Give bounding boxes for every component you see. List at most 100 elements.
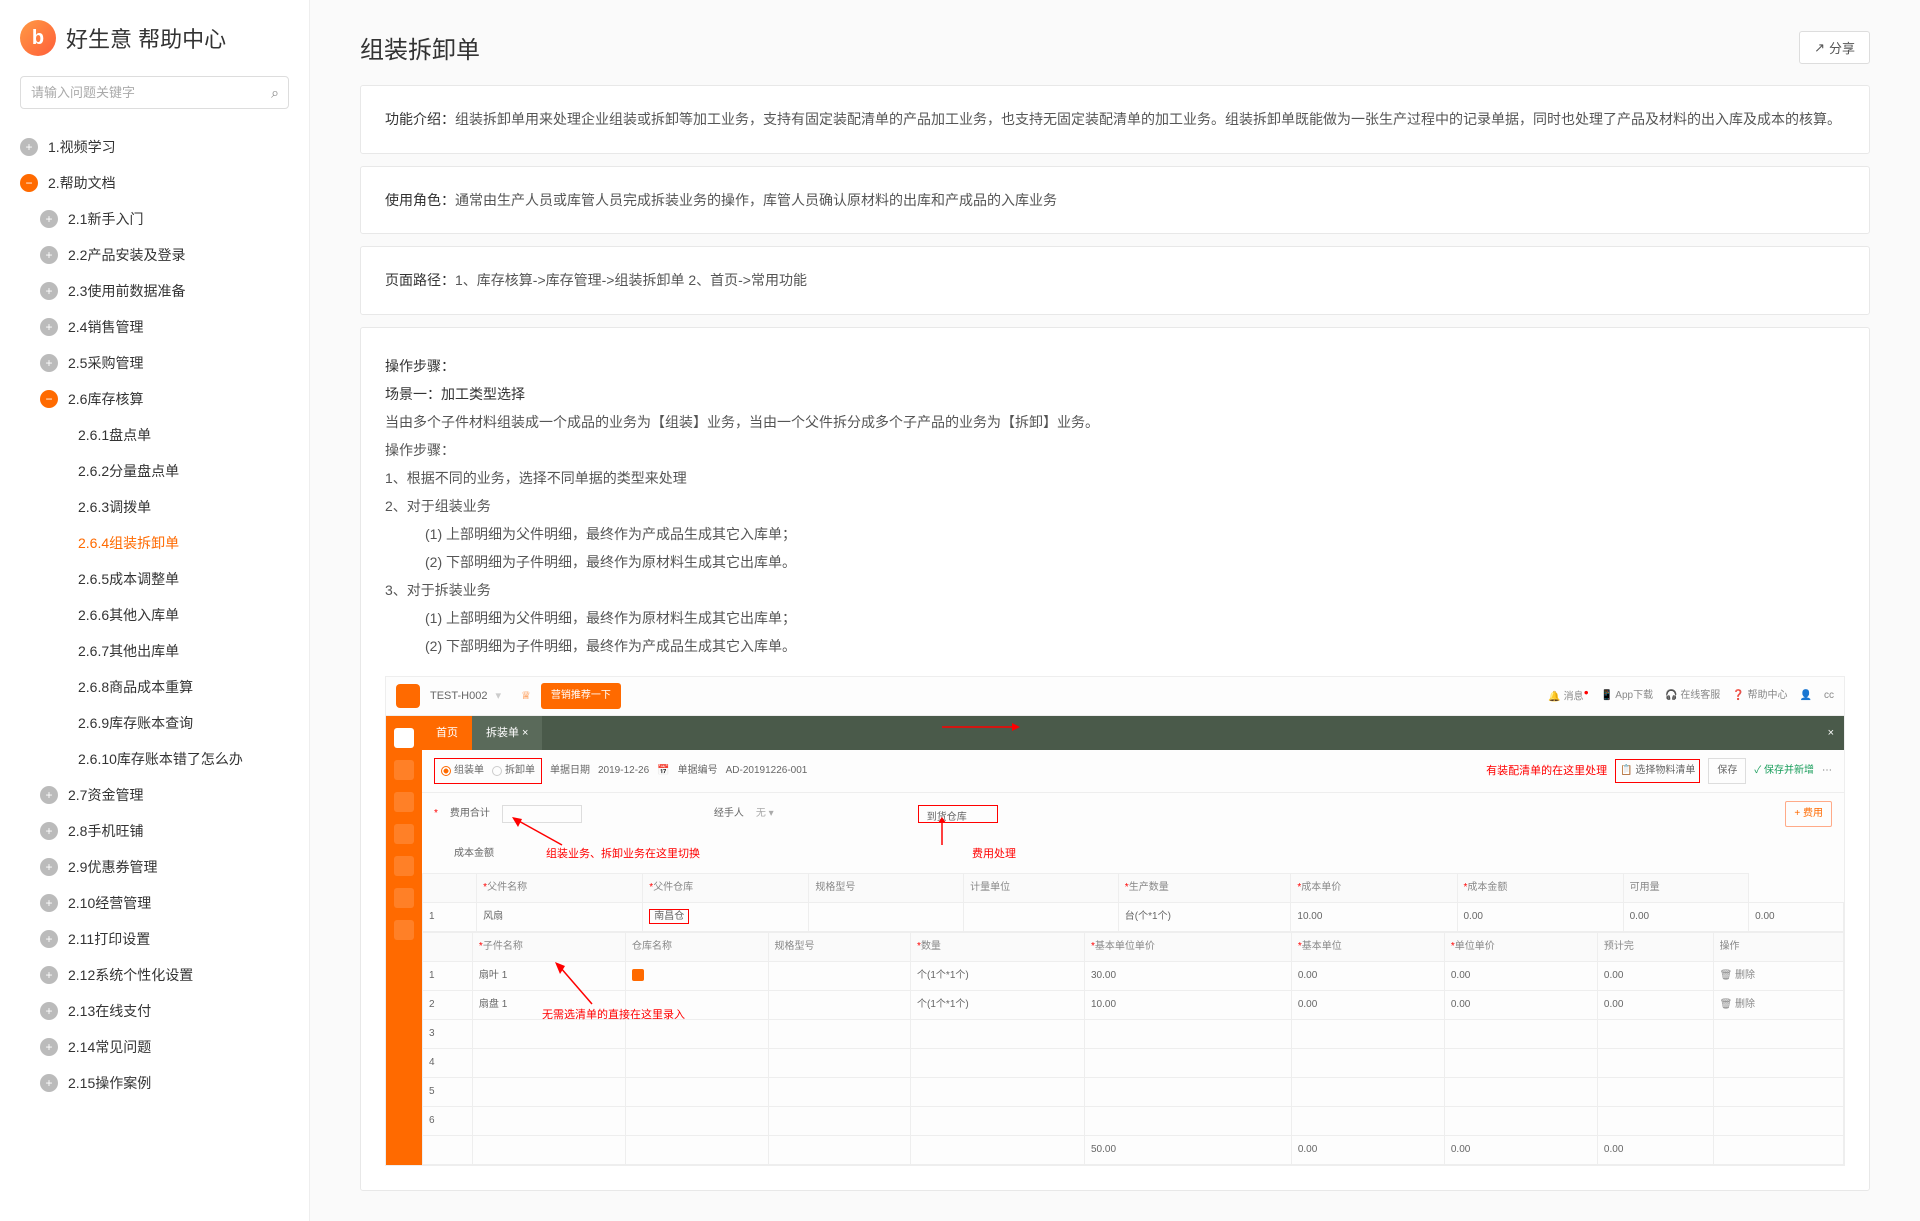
plus-icon[interactable]: + bbox=[40, 1074, 58, 1092]
sidebar-item-label: 2.6.7其他出库单 bbox=[78, 641, 179, 661]
sidebar-item[interactable]: +2.1新手入门 bbox=[20, 201, 289, 237]
plus-icon[interactable]: + bbox=[40, 1038, 58, 1056]
ss-user-name: cc bbox=[1824, 686, 1834, 706]
sidebar-item-label: 2.2产品安装及登录 bbox=[68, 245, 185, 265]
plus-icon[interactable]: + bbox=[40, 786, 58, 804]
ss-avatar-icon[interactable]: 👤 bbox=[1800, 686, 1812, 706]
sidebar-item[interactable]: +2.13在线支付 bbox=[20, 993, 289, 1029]
ss-nav-icon[interactable] bbox=[394, 728, 414, 748]
sidebar-item[interactable]: +2.9优惠券管理 bbox=[20, 849, 289, 885]
sidebar-item[interactable]: 2.6.7其他出库单 bbox=[20, 633, 289, 669]
sidebar-item[interactable]: 2.6.9库存账本查询 bbox=[20, 705, 289, 741]
sidebar-item[interactable]: +2.2产品安装及登录 bbox=[20, 237, 289, 273]
sidebar-item-label: 2.6.1盘点单 bbox=[78, 425, 151, 445]
sidebar-item[interactable]: −2.6库存核算 bbox=[20, 381, 289, 417]
sidebar-item[interactable]: +2.3使用前数据准备 bbox=[20, 273, 289, 309]
search-input[interactable] bbox=[20, 76, 289, 109]
ss-top-link[interactable]: 📱 App下载 bbox=[1601, 686, 1653, 706]
plus-icon[interactable]: + bbox=[40, 282, 58, 300]
ss-fee-input[interactable] bbox=[502, 805, 582, 823]
sidebar-item[interactable]: 2.6.3调拨单 bbox=[20, 489, 289, 525]
sidebar: b 好生意 帮助中心 ⌕ +1.视频学习−2.帮助文档+2.1新手入门+2.2产… bbox=[0, 0, 310, 1221]
sidebar-item[interactable]: +1.视频学习 bbox=[20, 129, 289, 165]
sidebar-item[interactable]: +2.7资金管理 bbox=[20, 777, 289, 813]
plus-icon[interactable]: + bbox=[40, 246, 58, 264]
ss-nav-icon[interactable] bbox=[394, 856, 414, 876]
op3-1: (1) 上部明细为父件明细，最终作为原材料生成其它出库单； bbox=[385, 604, 1845, 632]
ss-save-new-button[interactable]: ✓ 保存并新增 bbox=[1754, 761, 1814, 781]
sidebar-item-label: 1.视频学习 bbox=[48, 137, 116, 157]
sidebar-item[interactable]: +2.14常见问题 bbox=[20, 1029, 289, 1065]
sidebar-item[interactable]: 2.6.2分量盘点单 bbox=[20, 453, 289, 489]
ss-top-link[interactable]: ❓ 帮助中心 bbox=[1732, 686, 1787, 706]
main-content: 组装拆卸单 分享 功能介绍：组装拆卸单用来处理企业组装或拆卸等加工业务，支持有固… bbox=[310, 0, 1920, 1221]
sidebar-item[interactable]: +2.8手机旺铺 bbox=[20, 813, 289, 849]
role-label: 使用角色： bbox=[385, 192, 455, 208]
calendar-icon[interactable]: 📅 bbox=[657, 761, 669, 781]
logo-icon: b bbox=[20, 20, 56, 56]
chevron-down-icon: ▾ bbox=[495, 685, 501, 707]
ss-tab-home[interactable]: 首页 bbox=[422, 716, 472, 750]
sidebar-item[interactable]: 2.6.10库存账本错了怎么办 bbox=[20, 741, 289, 777]
sidebar-item-label: 2.6.5成本调整单 bbox=[78, 569, 179, 589]
sidebar-item[interactable]: +2.15操作案例 bbox=[20, 1065, 289, 1101]
sidebar-item[interactable]: 2.6.4组装拆卸单 bbox=[20, 525, 289, 561]
share-button[interactable]: 分享 bbox=[1799, 31, 1870, 64]
minus-icon[interactable]: − bbox=[40, 390, 58, 408]
plus-icon[interactable]: + bbox=[40, 210, 58, 228]
sidebar-item-label: 2.6.6其他入库单 bbox=[78, 605, 179, 625]
op3-2: (2) 下部明细为子件明细，最终作为产成品生成其它入库单。 bbox=[385, 632, 1845, 660]
embedded-screenshot: TEST-H002 ▾ ♕ 营销推荐一下 🔔 消息● 📱 App下载 🎧 在线客… bbox=[385, 676, 1845, 1166]
sidebar-item[interactable]: +2.11打印设置 bbox=[20, 921, 289, 957]
plus-icon[interactable]: + bbox=[40, 1002, 58, 1020]
sidebar-item[interactable]: +2.12系统个性化设置 bbox=[20, 957, 289, 993]
minus-icon[interactable]: − bbox=[20, 174, 38, 192]
plus-icon[interactable]: + bbox=[40, 930, 58, 948]
sidebar-item[interactable]: +2.10经营管理 bbox=[20, 885, 289, 921]
ss-nav-icon[interactable] bbox=[394, 824, 414, 844]
sidebar-item[interactable]: +2.5采购管理 bbox=[20, 345, 289, 381]
ss-tab-active[interactable]: 拆装单 × bbox=[472, 716, 542, 750]
more-icon[interactable]: ⋯ bbox=[1822, 761, 1832, 781]
sidebar-item[interactable]: +2.4销售管理 bbox=[20, 309, 289, 345]
sidebar-item-label: 2.6库存核算 bbox=[68, 389, 143, 409]
path-text: 1、库存核算->库存管理->组装拆卸单 2、首页->常用功能 bbox=[455, 272, 807, 288]
ss-nav-icon[interactable] bbox=[394, 888, 414, 908]
ss-material-button[interactable]: 📋 选择物料清单 bbox=[1615, 759, 1700, 783]
ss-top-link[interactable]: 🔔 消息● bbox=[1548, 684, 1588, 707]
ss-top-link[interactable]: 🎧 在线客服 bbox=[1665, 686, 1720, 706]
sidebar-item[interactable]: 2.6.8商品成本重算 bbox=[20, 669, 289, 705]
ss-child-table: *子件名称仓库名称规格型号*数量*基本单位单价*基本单位*单位单价预计完操作 1… bbox=[422, 932, 1844, 1165]
ss-dest-input[interactable]: 到货仓库 bbox=[918, 805, 998, 823]
ss-promo-button[interactable]: 营销推荐一下 bbox=[541, 683, 621, 709]
plus-icon[interactable]: + bbox=[40, 354, 58, 372]
sidebar-item[interactable]: 2.6.6其他入库单 bbox=[20, 597, 289, 633]
plus-icon[interactable]: + bbox=[40, 822, 58, 840]
intro-label: 功能介绍： bbox=[385, 111, 455, 127]
ss-nav-icon[interactable] bbox=[394, 920, 414, 940]
plus-icon[interactable]: + bbox=[20, 138, 38, 156]
ss-type-radio-group: 组装单 拆卸单 bbox=[434, 758, 542, 784]
plus-icon[interactable]: + bbox=[40, 894, 58, 912]
search-icon[interactable]: ⌕ bbox=[271, 84, 279, 101]
ss-nav-icon[interactable] bbox=[394, 760, 414, 780]
page-header: 组装拆卸单 分享 bbox=[360, 30, 1870, 65]
plus-icon[interactable]: + bbox=[40, 858, 58, 876]
sidebar-item[interactable]: 2.6.5成本调整单 bbox=[20, 561, 289, 597]
ss-order-value: AD-20191226-001 bbox=[726, 761, 808, 781]
plus-icon[interactable]: + bbox=[40, 318, 58, 336]
ss-radio-assemble[interactable]: 组装单 bbox=[441, 761, 484, 781]
ss-fee-button[interactable]: + 费用 bbox=[1785, 801, 1832, 827]
ss-toolbar: 组装单 拆卸单 单据日期 2019-12-26 📅 单据编号 AD-201912… bbox=[422, 750, 1844, 793]
ss-radio-disassemble[interactable]: 拆卸单 bbox=[492, 761, 535, 781]
sidebar-item-label: 2.14常见问题 bbox=[68, 1037, 151, 1057]
role-text: 通常由生产人员或库管人员完成拆装业务的操作，库管人员确认原材料的出库和产成品的入… bbox=[455, 192, 1057, 208]
op1: 1、根据不同的业务，选择不同单据的类型来处理 bbox=[385, 464, 1845, 492]
ss-close-icon[interactable]: × bbox=[1818, 716, 1844, 750]
ss-save-button[interactable]: 保存 bbox=[1708, 758, 1746, 784]
sidebar-item[interactable]: 2.6.1盘点单 bbox=[20, 417, 289, 453]
sidebar-item[interactable]: −2.帮助文档 bbox=[20, 165, 289, 201]
plus-icon[interactable]: + bbox=[40, 966, 58, 984]
ss-nav-icon[interactable] bbox=[394, 792, 414, 812]
intro-panel: 功能介绍：组装拆卸单用来处理企业组装或拆卸等加工业务，支持有固定装配清单的产品加… bbox=[360, 85, 1870, 154]
